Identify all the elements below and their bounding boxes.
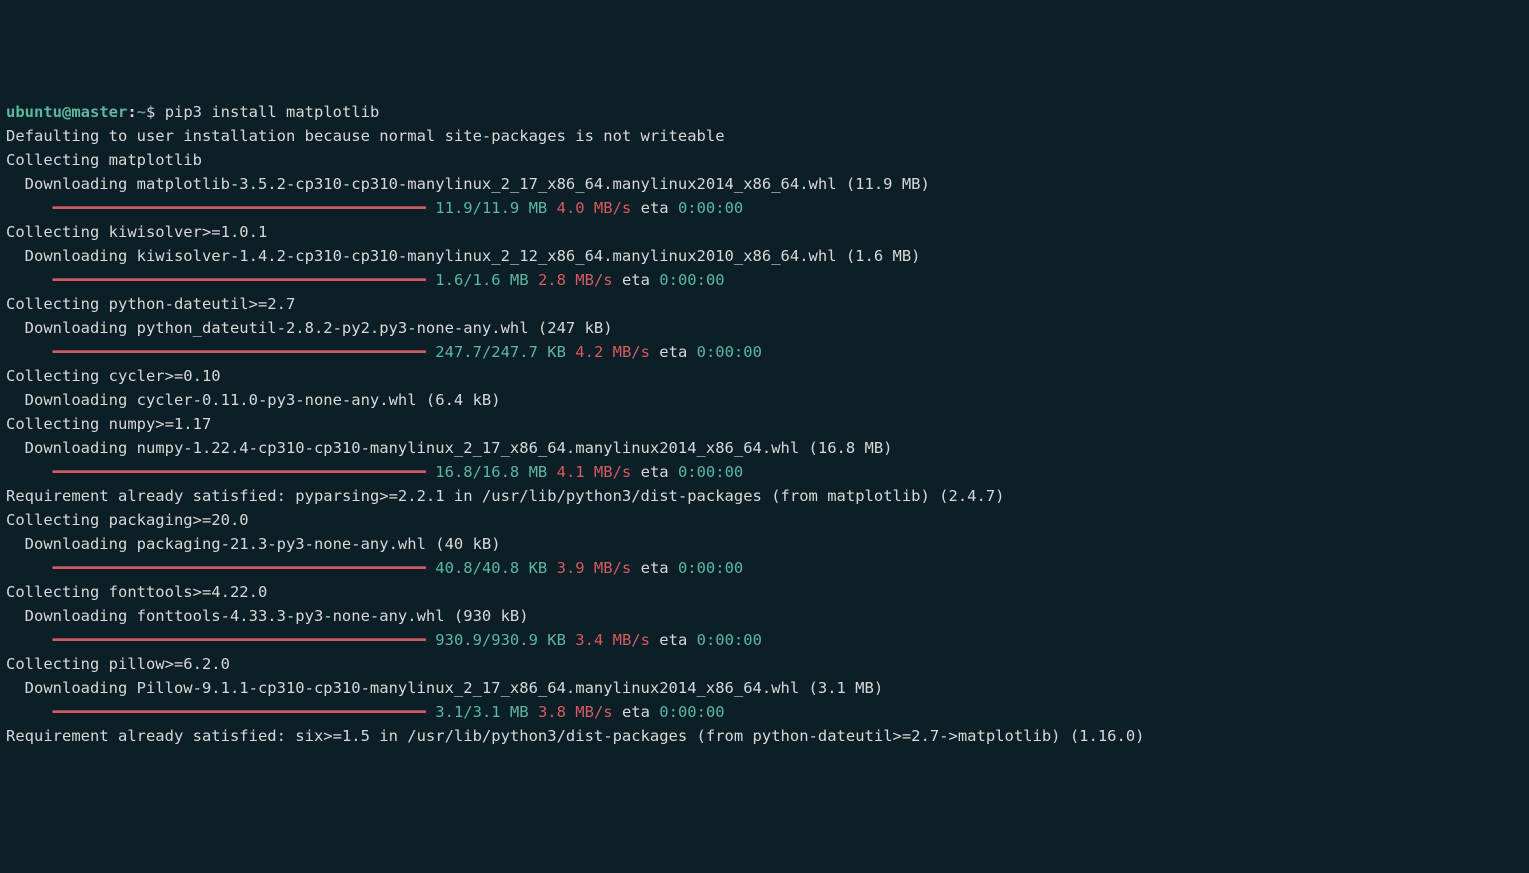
output-line: Collecting packaging>=20.0 bbox=[6, 508, 1523, 532]
output-line: Downloading cycler-0.11.0-py3-none-any.w… bbox=[6, 388, 1523, 412]
progress-bar: ━━━━━━━━━━━━━━━━━━━━━━━━━━━━━━━━━━━━━━━━ bbox=[53, 631, 426, 649]
prompt-colon: : bbox=[127, 103, 136, 121]
output-line: Requirement already satisfied: six>=1.5 … bbox=[6, 724, 1523, 748]
output-line: Collecting kiwisolver>=1.0.1 bbox=[6, 220, 1523, 244]
output-text: Downloading cycler-0.11.0-py3-none-any.w… bbox=[25, 391, 501, 409]
output-line: Collecting fonttools>=4.22.0 bbox=[6, 580, 1523, 604]
progress-speed: 2.8 MB/s bbox=[538, 271, 613, 289]
prompt-user-host: ubuntu@master bbox=[6, 103, 127, 121]
progress-size: 930.9/930.9 KB bbox=[435, 631, 566, 649]
progress-eta-label: eta bbox=[659, 631, 696, 649]
output-line: Collecting python-dateutil>=2.7 bbox=[6, 292, 1523, 316]
progress-line: ━━━━━━━━━━━━━━━━━━━━━━━━━━━━━━━━━━━━━━━━… bbox=[6, 628, 1523, 652]
output-text: Collecting fonttools>=4.22.0 bbox=[6, 583, 267, 601]
prompt-line[interactable]: ubuntu@master:~$ pip3 install matplotlib bbox=[6, 100, 1523, 124]
output-line: Requirement already satisfied: pyparsing… bbox=[6, 484, 1523, 508]
progress-size: 11.9/11.9 MB bbox=[435, 199, 547, 217]
prompt-dollar: $ bbox=[146, 103, 165, 121]
progress-eta-label: eta bbox=[622, 703, 659, 721]
terminal-output: ubuntu@master:~$ pip3 install matplotlib… bbox=[6, 100, 1523, 748]
progress-line: ━━━━━━━━━━━━━━━━━━━━━━━━━━━━━━━━━━━━━━━━… bbox=[6, 196, 1523, 220]
progress-size: 40.8/40.8 KB bbox=[435, 559, 547, 577]
command-text: pip3 install matplotlib bbox=[165, 103, 380, 121]
output-text: Collecting numpy>=1.17 bbox=[6, 415, 211, 433]
output-text: Collecting cycler>=0.10 bbox=[6, 367, 221, 385]
output-line: Defaulting to user installation because … bbox=[6, 124, 1523, 148]
progress-eta-time: 0:00:00 bbox=[678, 199, 743, 217]
output-line: Collecting pillow>=6.2.0 bbox=[6, 652, 1523, 676]
output-text: Downloading fonttools-4.33.3-py3-none-an… bbox=[25, 607, 529, 625]
progress-line: ━━━━━━━━━━━━━━━━━━━━━━━━━━━━━━━━━━━━━━━━… bbox=[6, 460, 1523, 484]
progress-line: ━━━━━━━━━━━━━━━━━━━━━━━━━━━━━━━━━━━━━━━━… bbox=[6, 268, 1523, 292]
output-text: Downloading Pillow-9.1.1-cp310-cp310-man… bbox=[25, 679, 884, 697]
progress-size: 3.1/3.1 MB bbox=[435, 703, 528, 721]
progress-line: ━━━━━━━━━━━━━━━━━━━━━━━━━━━━━━━━━━━━━━━━… bbox=[6, 556, 1523, 580]
output-line: Downloading packaging-21.3-py3-none-any.… bbox=[6, 532, 1523, 556]
progress-speed: 3.8 MB/s bbox=[538, 703, 613, 721]
output-text: Requirement already satisfied: six>=1.5 … bbox=[6, 727, 1144, 745]
progress-size: 1.6/1.6 MB bbox=[435, 271, 528, 289]
progress-eta-time: 0:00:00 bbox=[678, 463, 743, 481]
output-line: Downloading python_dateutil-2.8.2-py2.py… bbox=[6, 316, 1523, 340]
output-text: Downloading kiwisolver-1.4.2-cp310-cp310… bbox=[25, 247, 921, 265]
output-text: Downloading python_dateutil-2.8.2-py2.py… bbox=[25, 319, 613, 337]
output-text: Collecting packaging>=20.0 bbox=[6, 511, 249, 529]
progress-eta-label: eta bbox=[641, 559, 678, 577]
output-line: Downloading numpy-1.22.4-cp310-cp310-man… bbox=[6, 436, 1523, 460]
output-line: Downloading kiwisolver-1.4.2-cp310-cp310… bbox=[6, 244, 1523, 268]
progress-eta-label: eta bbox=[659, 343, 696, 361]
output-text: Collecting matplotlib bbox=[6, 151, 202, 169]
progress-bar: ━━━━━━━━━━━━━━━━━━━━━━━━━━━━━━━━━━━━━━━━ bbox=[53, 199, 426, 217]
output-text: Collecting kiwisolver>=1.0.1 bbox=[6, 223, 267, 241]
progress-bar: ━━━━━━━━━━━━━━━━━━━━━━━━━━━━━━━━━━━━━━━━ bbox=[53, 271, 426, 289]
progress-eta-time: 0:00:00 bbox=[697, 343, 762, 361]
output-text: Downloading matplotlib-3.5.2-cp310-cp310… bbox=[25, 175, 930, 193]
progress-speed: 4.2 MB/s bbox=[575, 343, 650, 361]
output-text: Collecting python-dateutil>=2.7 bbox=[6, 295, 295, 313]
output-text: Downloading packaging-21.3-py3-none-any.… bbox=[25, 535, 501, 553]
output-line: Downloading matplotlib-3.5.2-cp310-cp310… bbox=[6, 172, 1523, 196]
progress-speed: 3.4 MB/s bbox=[575, 631, 650, 649]
output-text: Requirement already satisfied: pyparsing… bbox=[6, 487, 1005, 505]
output-line: Downloading Pillow-9.1.1-cp310-cp310-man… bbox=[6, 676, 1523, 700]
progress-speed: 4.0 MB/s bbox=[557, 199, 632, 217]
output-text: Collecting pillow>=6.2.0 bbox=[6, 655, 230, 673]
progress-eta-time: 0:00:00 bbox=[659, 271, 724, 289]
progress-bar: ━━━━━━━━━━━━━━━━━━━━━━━━━━━━━━━━━━━━━━━━ bbox=[53, 703, 426, 721]
progress-eta-label: eta bbox=[641, 199, 678, 217]
progress-bar: ━━━━━━━━━━━━━━━━━━━━━━━━━━━━━━━━━━━━━━━━ bbox=[53, 343, 426, 361]
prompt-cwd: ~ bbox=[137, 103, 146, 121]
progress-eta-label: eta bbox=[641, 463, 678, 481]
progress-eta-time: 0:00:00 bbox=[678, 559, 743, 577]
progress-eta-time: 0:00:00 bbox=[659, 703, 724, 721]
output-line: Collecting cycler>=0.10 bbox=[6, 364, 1523, 388]
progress-bar: ━━━━━━━━━━━━━━━━━━━━━━━━━━━━━━━━━━━━━━━━ bbox=[53, 559, 426, 577]
progress-eta-label: eta bbox=[622, 271, 659, 289]
progress-size: 247.7/247.7 KB bbox=[435, 343, 566, 361]
progress-speed: 3.9 MB/s bbox=[557, 559, 632, 577]
output-line: Collecting matplotlib bbox=[6, 148, 1523, 172]
progress-line: ━━━━━━━━━━━━━━━━━━━━━━━━━━━━━━━━━━━━━━━━… bbox=[6, 340, 1523, 364]
progress-speed: 4.1 MB/s bbox=[557, 463, 632, 481]
output-line: Downloading fonttools-4.33.3-py3-none-an… bbox=[6, 604, 1523, 628]
output-text: Downloading numpy-1.22.4-cp310-cp310-man… bbox=[25, 439, 893, 457]
progress-eta-time: 0:00:00 bbox=[697, 631, 762, 649]
output-line: Collecting numpy>=1.17 bbox=[6, 412, 1523, 436]
progress-line: ━━━━━━━━━━━━━━━━━━━━━━━━━━━━━━━━━━━━━━━━… bbox=[6, 700, 1523, 724]
progress-size: 16.8/16.8 MB bbox=[435, 463, 547, 481]
progress-bar: ━━━━━━━━━━━━━━━━━━━━━━━━━━━━━━━━━━━━━━━━ bbox=[53, 463, 426, 481]
output-text: Defaulting to user installation because … bbox=[6, 127, 725, 145]
